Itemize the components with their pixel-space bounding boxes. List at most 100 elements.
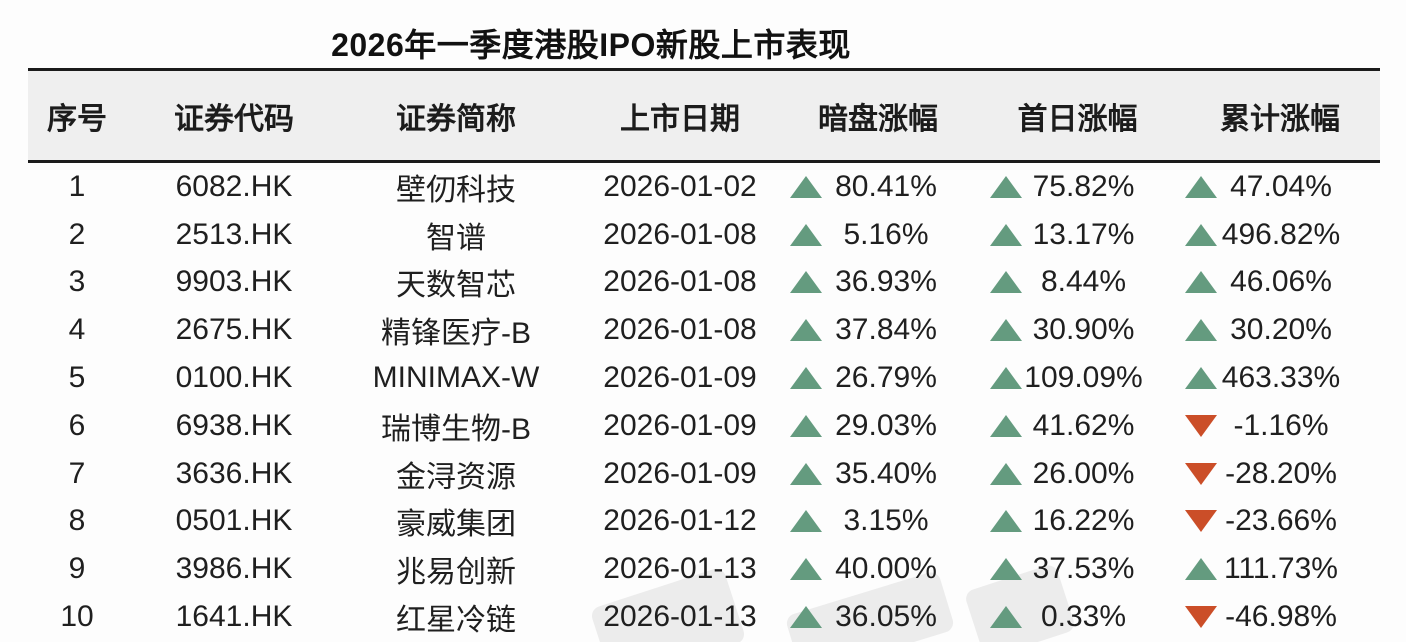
- table-header-row: 序号 证券代码 证券简称 上市日期 暗盘涨幅 首日涨幅 累计涨幅: [28, 68, 1380, 163]
- triangle-up-icon: [1185, 175, 1217, 198]
- security-code: 2513.HK: [175, 217, 293, 251]
- grey-market-gain-cell: 35.40%: [790, 457, 950, 491]
- gain-value: 36.93%: [835, 265, 937, 299]
- grey-market-gain-cell: 80.41%: [790, 170, 950, 204]
- listing-date: 2026-01-12: [603, 504, 757, 538]
- listing-date: 2026-01-08: [603, 265, 757, 299]
- triangle-up-icon: [790, 606, 822, 629]
- cumulative-gain-cell: 46.06%: [1145, 265, 1380, 299]
- first-day-gain-cell: 41.62%: [950, 409, 1145, 443]
- triangle-down-icon: [1185, 462, 1217, 485]
- grey-market-gain-cell: 5.16%: [790, 218, 950, 252]
- gain-value: 8.44%: [1040, 265, 1127, 299]
- security-name: 天数智芯: [396, 269, 516, 303]
- gain-value: 75.82%: [1032, 169, 1135, 203]
- triangle-up-icon: [790, 271, 822, 294]
- triangle-up-icon: [790, 367, 822, 390]
- serial-number: 4: [68, 313, 86, 347]
- gain-value: 109.09%: [1024, 361, 1143, 395]
- triangle-up-icon: [790, 510, 822, 533]
- table-row: 7 3636.HK 金浔资源 2026-01-09 35.40% 26.00% …: [28, 450, 1380, 498]
- security-name: 金浔资源: [396, 460, 516, 494]
- triangle-up-icon: [790, 175, 822, 198]
- table-row: 8 0501.HK 豪威集团 2026-01-12 3.15% 16.22% -…: [28, 498, 1380, 546]
- triangle-up-icon: [990, 319, 1022, 342]
- gain-value: -28.20%: [1225, 456, 1337, 490]
- cumulative-gain-cell: 496.82%: [1145, 218, 1380, 252]
- triangle-up-icon: [990, 175, 1022, 198]
- grey-market-gain-cell: 3.15%: [790, 504, 950, 538]
- cumulative-gain-cell: 463.33%: [1145, 361, 1380, 395]
- gain-value: 13.17%: [1032, 217, 1135, 251]
- triangle-up-icon: [990, 271, 1022, 294]
- cumulative-gain-cell: -1.16%: [1145, 409, 1380, 443]
- first-day-gain-cell: 13.17%: [950, 218, 1145, 252]
- triangle-up-icon: [1185, 223, 1217, 246]
- gain-value: 0.33%: [1040, 600, 1127, 634]
- serial-number: 2: [68, 217, 86, 251]
- cumulative-gain-cell: -46.98%: [1145, 600, 1380, 634]
- table-title: 2026年一季度港股IPO新股上市表现: [331, 27, 851, 63]
- triangle-up-icon: [990, 414, 1022, 437]
- gain-value: 496.82%: [1221, 217, 1341, 251]
- triangle-up-icon: [990, 223, 1022, 246]
- table-row: 4 2675.HK 精锋医疗-B 2026-01-08 37.84% 30.90…: [28, 306, 1380, 354]
- serial-number: 5: [68, 361, 86, 395]
- gain-value: 36.05%: [835, 600, 937, 634]
- security-name: MINIMAX-W: [372, 361, 540, 395]
- gain-value: -23.66%: [1225, 504, 1337, 538]
- triangle-up-icon: [1185, 558, 1217, 581]
- security-code: 6938.HK: [175, 408, 293, 442]
- cumulative-gain-cell: -28.20%: [1145, 457, 1380, 491]
- security-code: 0100.HK: [175, 361, 293, 395]
- first-day-gain-cell: 109.09%: [950, 361, 1145, 395]
- gain-value: 40.00%: [835, 552, 937, 586]
- triangle-up-icon: [790, 319, 822, 342]
- security-code: 3986.HK: [175, 552, 293, 586]
- serial-number: 10: [60, 600, 94, 634]
- grey-market-gain-cell: 26.79%: [790, 361, 950, 395]
- grey-market-gain-cell: 40.00%: [790, 552, 950, 586]
- triangle-up-icon: [990, 558, 1022, 581]
- table-row: 1 6082.HK 壁仞科技 2026-01-02 80.41% 75.82% …: [28, 163, 1380, 211]
- triangle-up-icon: [1185, 319, 1217, 342]
- serial-number: 6: [68, 408, 86, 442]
- cumulative-gain-cell: 30.20%: [1145, 313, 1380, 347]
- security-code: 9903.HK: [175, 265, 293, 299]
- table-row: 2 2513.HK 智谱 2026-01-08 5.16% 13.17% 496…: [28, 211, 1380, 259]
- gain-value: 35.40%: [835, 456, 937, 490]
- triangle-up-icon: [1185, 271, 1217, 294]
- cumulative-gain-cell: 47.04%: [1145, 170, 1380, 204]
- gain-value: 37.53%: [1032, 552, 1135, 586]
- header-security-code: 证券代码: [174, 102, 294, 136]
- gain-value: 3.15%: [843, 504, 929, 538]
- gain-value: 46.06%: [1230, 265, 1332, 299]
- listing-date: 2026-01-13: [603, 600, 757, 634]
- triangle-down-icon: [1185, 414, 1217, 437]
- serial-number: 1: [68, 169, 86, 203]
- security-name: 精锋医疗-B: [381, 317, 531, 351]
- table-row: 6 6938.HK 瑞博生物-B 2026-01-09 29.03% 41.62…: [28, 402, 1380, 450]
- listing-date: 2026-01-08: [603, 313, 757, 347]
- header-serial-number: 序号: [47, 102, 107, 136]
- serial-number: 8: [68, 504, 86, 538]
- gain-value: 37.84%: [835, 313, 937, 347]
- triangle-up-icon: [990, 462, 1022, 485]
- gain-value: 41.62%: [1032, 408, 1135, 442]
- first-day-gain-cell: 75.82%: [950, 170, 1145, 204]
- gain-value: 29.03%: [835, 408, 937, 442]
- triangle-up-icon: [790, 558, 822, 581]
- triangle-up-icon: [990, 606, 1022, 629]
- security-name: 壁仞科技: [396, 173, 516, 207]
- first-day-gain-cell: 8.44%: [950, 265, 1145, 299]
- serial-number: 3: [68, 265, 86, 299]
- listing-date: 2026-01-08: [603, 217, 757, 251]
- security-name: 豪威集团: [396, 508, 516, 542]
- gain-value: 47.04%: [1230, 169, 1332, 203]
- triangle-down-icon: [1185, 510, 1217, 533]
- security-code: 3636.HK: [175, 456, 293, 490]
- header-listing-date: 上市日期: [620, 102, 740, 136]
- cumulative-gain-cell: 111.73%: [1145, 552, 1380, 586]
- first-day-gain-cell: 16.22%: [950, 504, 1145, 538]
